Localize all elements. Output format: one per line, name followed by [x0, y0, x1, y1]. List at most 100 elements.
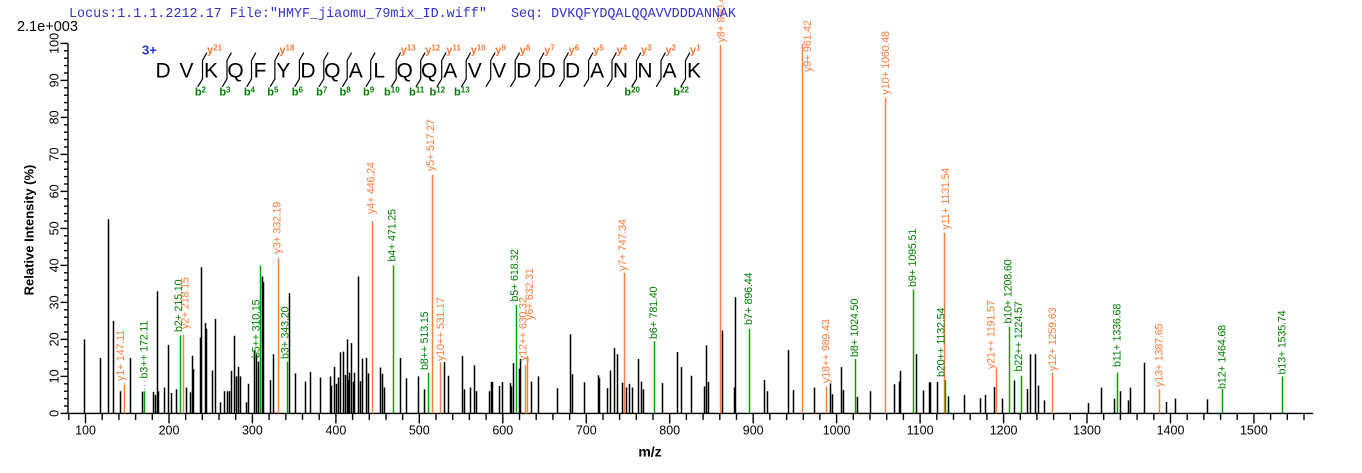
svg-text:b22: b22 [673, 86, 689, 99]
svg-text:D: D [565, 60, 580, 83]
svg-text:b10+ 1208.60: b10+ 1208.60 [1003, 259, 1015, 323]
svg-text:D: D [156, 60, 171, 83]
svg-text:b22++ 1224.57: b22++ 1224.57 [1013, 301, 1025, 371]
svg-text:100: 100 [75, 424, 96, 438]
svg-text:y10+ 1060.48: y10+ 1060.48 [880, 31, 892, 95]
svg-text:b20++ 1132.54: b20++ 1132.54 [936, 308, 948, 377]
svg-text:b11+ 1336.68: b11+ 1336.68 [1112, 304, 1124, 367]
svg-text:D: D [300, 60, 315, 83]
svg-text:600: 600 [492, 424, 513, 438]
svg-text:b5++ 310.15: b5++ 310.15 [251, 299, 263, 358]
svg-text:m/z: m/z [638, 444, 661, 460]
svg-text:b7+ 896.44: b7+ 896.44 [743, 272, 755, 325]
svg-text:y8: y8 [520, 44, 531, 57]
svg-text:A: A [590, 60, 604, 83]
svg-text:y3+ 332.19: y3+ 332.19 [272, 202, 284, 254]
svg-text:N: N [613, 60, 628, 83]
svg-text:y4: y4 [617, 44, 628, 57]
svg-text:y18: y18 [279, 44, 295, 57]
svg-text:1300: 1300 [1073, 424, 1101, 438]
svg-text:b11: b11 [409, 86, 425, 99]
svg-text:0: 0 [48, 410, 62, 417]
svg-text:y12++ 630.32: y12++ 630.32 [518, 297, 530, 361]
svg-text:70: 70 [48, 147, 62, 161]
svg-text:b7: b7 [316, 86, 328, 99]
svg-text:500: 500 [409, 424, 430, 438]
svg-text:b8: b8 [340, 86, 352, 99]
svg-text:y12+ 1259.63: y12+ 1259.63 [1047, 307, 1059, 371]
svg-text:y6+ 632.31: y6+ 632.31 [524, 268, 536, 320]
svg-text:y2+ 218.15: y2+ 218.15 [180, 277, 192, 329]
svg-text:y9+ 961.42: y9+ 961.42 [802, 20, 814, 72]
svg-text:b4: b4 [244, 86, 256, 99]
svg-text:Relative Intensity (%): Relative Intensity (%) [22, 165, 37, 296]
svg-text:700: 700 [576, 424, 597, 438]
svg-text:y3: y3 [641, 44, 652, 57]
svg-text:b9+ 1095.51: b9+ 1095.51 [907, 229, 919, 287]
svg-text:900: 900 [743, 424, 764, 438]
svg-text:400: 400 [325, 424, 346, 438]
svg-text:Q: Q [227, 60, 243, 83]
svg-text:b6+ 781.40: b6+ 781.40 [648, 286, 660, 339]
svg-text:60: 60 [48, 184, 62, 198]
svg-text:V: V [179, 60, 193, 83]
svg-text:10: 10 [48, 369, 62, 383]
svg-text:b9: b9 [363, 86, 375, 99]
svg-text:y2: y2 [666, 44, 677, 57]
svg-text:y13: y13 [401, 44, 417, 57]
svg-text:A: A [349, 60, 363, 83]
svg-text:b2+ 215.10: b2+ 215.10 [173, 279, 185, 332]
svg-text:b10: b10 [384, 86, 400, 99]
svg-text:F: F [254, 60, 267, 83]
svg-text:A: A [443, 60, 457, 83]
svg-text:V: V [468, 60, 482, 83]
svg-text:50: 50 [48, 221, 62, 235]
svg-text:b12+ 1464.68: b12+ 1464.68 [1217, 325, 1229, 389]
svg-text:Q: Q [324, 60, 340, 83]
svg-text:1000: 1000 [823, 424, 851, 438]
svg-text:y10++ 531.17: y10++ 531.17 [435, 297, 447, 361]
svg-text:y5: y5 [593, 44, 604, 57]
svg-text:80: 80 [48, 110, 62, 124]
svg-text:D: D [541, 60, 556, 83]
svg-text:b3+ 343.20: b3+ 343.20 [280, 306, 292, 359]
svg-text:K: K [204, 60, 218, 83]
svg-text:y4+ 446.24: y4+ 446.24 [366, 162, 378, 214]
svg-text:b20: b20 [624, 86, 640, 99]
svg-text:b3++ 172.11: b3++ 172.11 [139, 321, 151, 379]
svg-text:20: 20 [48, 332, 62, 346]
svg-text:40: 40 [48, 258, 62, 272]
svg-text:y11: y11 [446, 44, 461, 57]
svg-text:Q: Q [421, 60, 437, 83]
svg-text:b4+ 471.25: b4+ 471.25 [387, 209, 399, 262]
svg-text:b13: b13 [454, 86, 470, 99]
svg-text:90: 90 [48, 73, 62, 87]
svg-text:b5: b5 [267, 86, 279, 99]
svg-text:b2: b2 [195, 86, 207, 99]
svg-text:b12: b12 [430, 86, 446, 99]
svg-text:D: D [516, 60, 531, 83]
svg-text:y7+ 747.34: y7+ 747.34 [617, 219, 629, 271]
svg-text:30: 30 [48, 295, 62, 309]
svg-text:100: 100 [48, 33, 62, 54]
svg-text:3+: 3+ [142, 43, 157, 58]
svg-text:y10: y10 [471, 44, 487, 57]
svg-text:b3: b3 [219, 86, 231, 99]
svg-text:b5+ 618.32: b5+ 618.32 [509, 249, 521, 302]
svg-text:1500: 1500 [1240, 424, 1268, 438]
svg-text:Q: Q [397, 60, 413, 83]
svg-text:1200: 1200 [990, 424, 1018, 438]
svg-text:Y: Y [276, 60, 290, 83]
svg-text:1400: 1400 [1157, 424, 1185, 438]
svg-text:b8+ 1024.50: b8+ 1024.50 [849, 299, 861, 357]
svg-text:K: K [687, 60, 701, 83]
svg-text:A: A [662, 60, 676, 83]
svg-text:200: 200 [159, 424, 180, 438]
svg-text:y9: y9 [495, 44, 506, 57]
svg-text:y1+ 147.11: y1+ 147.11 [115, 330, 127, 381]
svg-text:y13+ 1387.65: y13+ 1387.65 [1154, 323, 1166, 387]
svg-text:b8++ 513.15: b8++ 513.15 [419, 311, 431, 370]
svg-text:800: 800 [659, 424, 680, 438]
svg-text:b6: b6 [292, 86, 304, 99]
svg-text:b13+ 1535.74: b13+ 1535.74 [1277, 310, 1289, 374]
